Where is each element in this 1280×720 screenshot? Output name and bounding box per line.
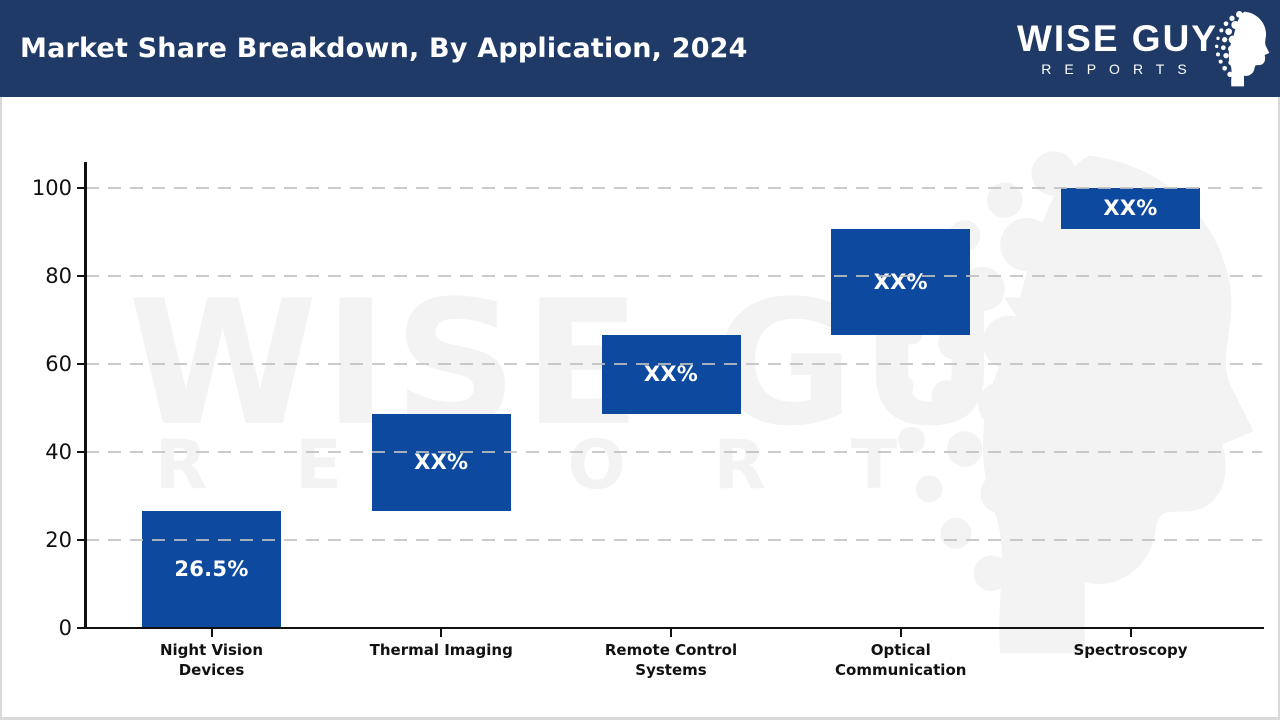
gridline-100 (86, 186, 1262, 189)
gridline-80 (86, 274, 1262, 277)
brand-name: WISE GUY (1016, 18, 1218, 59)
y-tick-20 (77, 538, 86, 541)
category-label-line: Devices (178, 661, 245, 679)
y-tick-label-20: 20 (45, 527, 72, 552)
category-label-1: Thermal Imaging (326, 640, 556, 660)
y-tick-label-0: 0 (58, 615, 72, 640)
category-label-3: Optical Communication (786, 640, 1016, 680)
category-label-0: Night Vision Devices (97, 640, 327, 680)
bar-segment-2: XX% (601, 334, 741, 415)
bar-segment-3: XX% (831, 229, 971, 335)
brand-logo: WISE GUY REPORTS (1017, 0, 1270, 97)
category-label-2: Remote Control Systems (556, 640, 786, 680)
page-border-bottom (0, 717, 1280, 720)
x-tick-4 (1129, 629, 1132, 637)
y-tick-40 (77, 450, 86, 453)
bar-value-label-3: XX% (873, 270, 928, 295)
category-label-line: Systems (635, 661, 707, 679)
header: Market Share Breakdown, By Application, … (0, 0, 1280, 97)
bar-value-label-0: 26.5% (174, 557, 249, 582)
y-tick-100 (77, 186, 86, 189)
brand-head-icon (1210, 9, 1270, 89)
y-tick-label-40: 40 (45, 439, 72, 464)
category-label-4: Spectroscopy (1016, 640, 1246, 660)
bar-value-label-2: XX% (643, 362, 699, 387)
y-tick-0 (77, 626, 86, 629)
category-label-line: Remote Control (604, 641, 738, 659)
y-tick-80 (77, 274, 86, 277)
gridline-40 (86, 450, 1262, 453)
gridline-60 (86, 362, 1262, 365)
y-tick-label-80: 80 (45, 263, 72, 288)
watermark-reports-text: REPORTS (155, 426, 1123, 505)
gridline-20 (86, 538, 1262, 541)
brand-logo-text: WISE GUY REPORTS (1017, 20, 1218, 77)
x-axis-line (84, 626, 1264, 629)
brand-subtitle: REPORTS (1041, 61, 1200, 77)
bar-value-label-4: XX% (1103, 196, 1158, 221)
x-tick-2 (670, 629, 672, 637)
y-tick-label-60: 60 (45, 351, 72, 376)
y-axis-line (84, 162, 87, 629)
page-border-right (1278, 97, 1280, 720)
page-title: Market Share Breakdown, By Application, … (20, 33, 748, 64)
category-label-line: Communication (835, 661, 967, 679)
x-tick-3 (899, 629, 902, 637)
x-tick-0 (210, 629, 213, 637)
x-tick-1 (440, 629, 443, 637)
category-label-line: Optical (870, 641, 931, 659)
bar-segment-1: XX% (371, 414, 511, 511)
y-tick-60 (77, 362, 86, 365)
category-label-line: Night Vision (159, 641, 264, 659)
page-border-left (0, 97, 2, 720)
bar-segment-4: XX% (1061, 187, 1200, 230)
y-tick-label-100: 100 (31, 175, 72, 200)
category-label-line: Spectroscopy (1073, 641, 1188, 659)
category-label-line: Thermal Imaging (369, 641, 513, 659)
bar-segment-0: 26.5% (142, 510, 281, 628)
bar-value-label-1: XX% (414, 450, 469, 475)
